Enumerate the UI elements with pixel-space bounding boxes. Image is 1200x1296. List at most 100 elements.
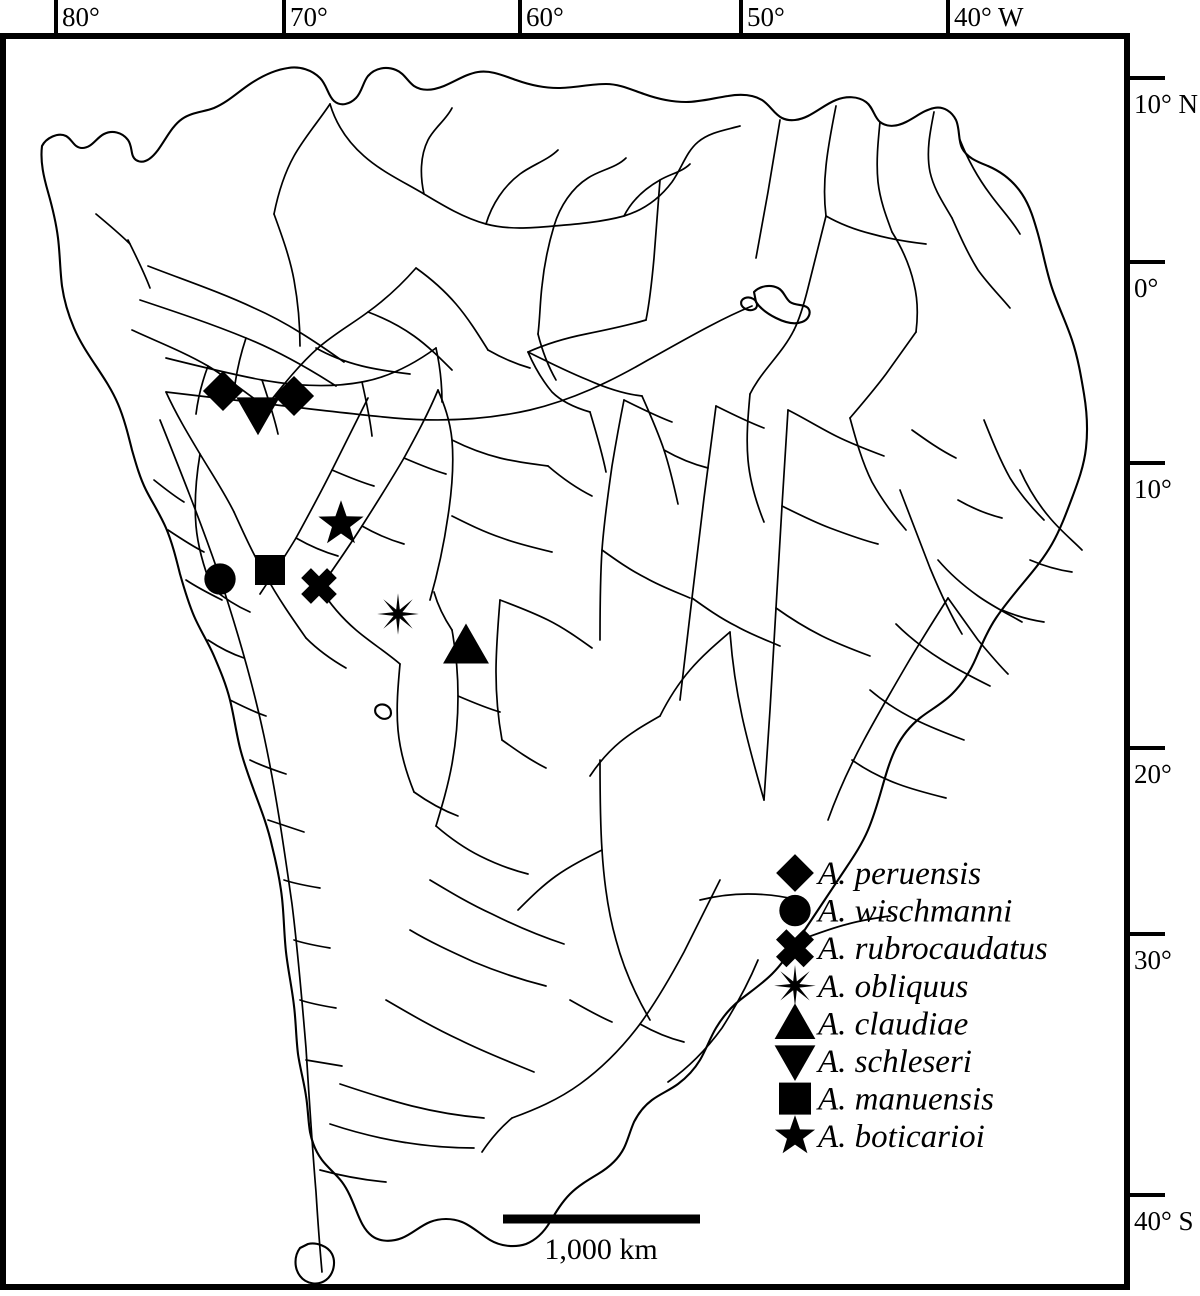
- river-guiana-4: [959, 139, 1021, 235]
- river-mamore-to-madeira: [433, 591, 453, 631]
- river-west-4: [207, 639, 245, 659]
- river-detail-3: [415, 267, 489, 351]
- river-meta: [273, 103, 331, 215]
- river-detail-20: [715, 405, 765, 429]
- legend-row-triangle-down: A. schleseri: [774, 1044, 972, 1081]
- river-branco: [645, 179, 661, 321]
- river-detail-9: [451, 439, 549, 467]
- river-detail-16: [691, 597, 781, 647]
- river-west-6: [249, 759, 287, 775]
- axis-label-lat-4: 30°: [1134, 945, 1172, 975]
- legend-symbol-square-icon: [779, 1082, 811, 1115]
- river-araguaia: [729, 631, 765, 801]
- occurrence-marker-cross-x: [301, 568, 337, 604]
- river-negro-upper: [527, 319, 647, 353]
- river-detail-47: [639, 1023, 685, 1043]
- river-detail-45: [663, 449, 709, 469]
- coastline-layer: [40, 66, 1089, 1285]
- river-parnaiba: [899, 489, 963, 635]
- river-detail-38: [195, 365, 209, 415]
- axis-label-lon-0: 80°: [62, 2, 100, 32]
- river-negro-lower: [527, 351, 643, 397]
- river-guiana-3: [927, 111, 953, 219]
- occurrence-marker-circle: [204, 563, 236, 595]
- river-detail-12: [499, 599, 593, 649]
- axis-label-lat-1: 0°: [1134, 273, 1158, 303]
- axis-label-lat-2: 10°: [1134, 474, 1172, 504]
- river-amazon-north-branch: [267, 267, 417, 405]
- river-guapore: [495, 599, 503, 741]
- river-ne-brazil-5: [869, 689, 965, 741]
- river-network-layer: [95, 103, 1083, 1273]
- river-detail-42: [957, 499, 1003, 519]
- river-negro-to-amazon: [527, 351, 591, 413]
- river-detail-1: [315, 347, 411, 375]
- river-madre-de-dios: [319, 587, 401, 665]
- occurrence-marker-diamond: [202, 370, 244, 412]
- river-guiana-5: [825, 215, 927, 245]
- river-paranaiba: [699, 893, 799, 901]
- legend-symbol-diamond-icon: [776, 854, 814, 892]
- river-guiana-2: [876, 121, 893, 233]
- legend-label-6: A. manuensis: [816, 1082, 994, 1118]
- legend-label-0: A. peruensis: [816, 856, 981, 892]
- scale-bar-label: 1,000 km: [544, 1233, 657, 1266]
- legend-symbol-star-5-icon: [774, 1115, 816, 1154]
- legend-row-cross-x: A. rubrocaudatus: [775, 929, 1048, 968]
- frame-rect: [0, 33, 1130, 1290]
- river-ne-brazil-3: [937, 559, 1023, 623]
- river-detail-35: [537, 333, 557, 381]
- river-sao-francisco-mouth: [947, 597, 1009, 675]
- river-west-9: [293, 939, 331, 949]
- river-west-8: [283, 879, 321, 889]
- river-ne-brazil-4: [895, 623, 991, 687]
- river-detail-19: [787, 409, 885, 457]
- axis-label-lat-3: 20°: [1134, 759, 1172, 789]
- river-detail-4: [487, 349, 531, 369]
- river-detail-5: [589, 411, 607, 473]
- river-orinoco-branch-1: [420, 107, 453, 195]
- axis-label-lon-4: 40° W: [954, 2, 1024, 32]
- occurrence-marker-triangle-up: [443, 623, 489, 664]
- river-detail-21: [623, 399, 673, 423]
- river-guiana-6: [891, 231, 919, 333]
- river-west-3: [185, 579, 223, 601]
- amazon-delta-islands: [752, 284, 811, 325]
- river-orinoco-branch-3: [553, 157, 627, 227]
- legend-label-3: A. obliquus: [816, 969, 968, 1005]
- river-essequibo: [755, 119, 781, 259]
- river-caqueta: [147, 265, 345, 363]
- river-west-11: [305, 1059, 343, 1067]
- river-madeira-lower: [429, 389, 454, 601]
- river-colorado: [339, 1083, 485, 1119]
- river-jari: [849, 331, 917, 419]
- river-uruguay: [667, 959, 759, 1083]
- river-negro-argentina: [329, 1123, 475, 1149]
- river-detail-15: [601, 549, 691, 599]
- river-paraguay-tributary: [517, 849, 603, 911]
- legend-row-circle: A. wischmanni: [779, 894, 1012, 930]
- river-parana: [511, 879, 721, 1119]
- river-detail-29: [361, 525, 405, 545]
- river-japura: [165, 347, 437, 387]
- river-tapajos: [599, 399, 625, 641]
- river-detail-7: [746, 393, 765, 523]
- river-west-7: [267, 819, 305, 833]
- river-detail-17: [775, 607, 871, 657]
- river-detail-34: [435, 347, 443, 403]
- occurrence-marker-star-5: [318, 500, 364, 544]
- legend-label-1: A. wischmanni: [816, 894, 1012, 930]
- river-detail-43: [1029, 559, 1073, 573]
- river-bermejo: [409, 929, 547, 987]
- occurrence-marker-triangle-down: [236, 397, 280, 436]
- legend-symbol-cross-x-icon: [775, 929, 815, 968]
- titicaca-lake: [374, 703, 393, 720]
- legend-label-5: A. schleseri: [816, 1044, 972, 1080]
- river-detail-23: [413, 791, 459, 817]
- legend-symbol-triangle-down-icon: [774, 1045, 816, 1081]
- river-detail-11: [451, 515, 553, 553]
- river-trombetas: [793, 215, 827, 331]
- river-purus: [319, 389, 439, 589]
